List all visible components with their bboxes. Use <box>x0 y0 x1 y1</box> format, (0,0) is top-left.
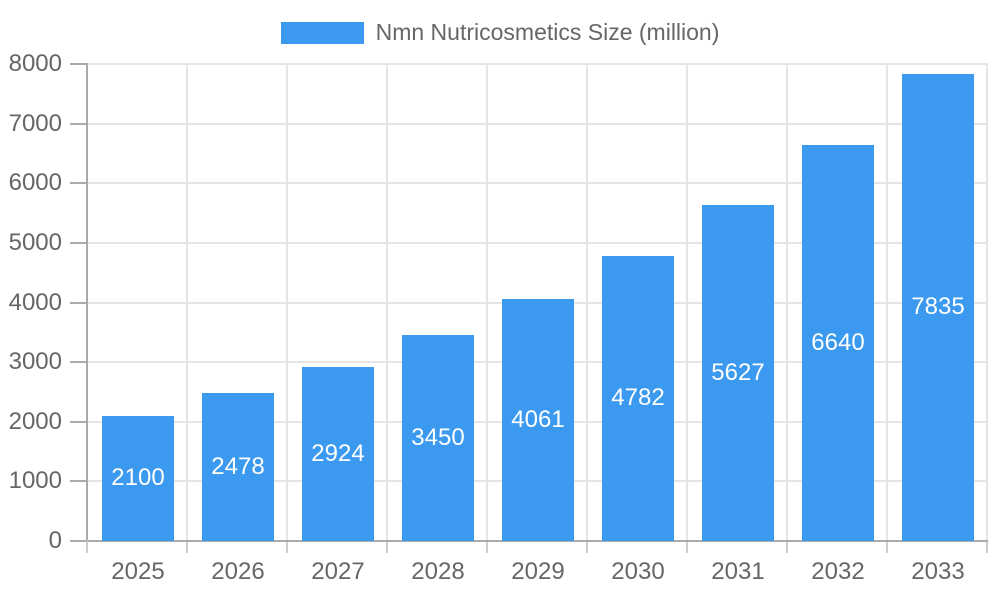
y-tick-label: 0 <box>48 527 62 554</box>
x-tick-label: 2032 <box>811 558 865 585</box>
bar-2030[interactable]: 4782 <box>602 255 674 541</box>
y-axis-tick <box>70 540 88 542</box>
x-axis-tick <box>686 541 688 553</box>
bar-value-label: 5627 <box>711 359 765 387</box>
x-tick-label: 2029 <box>511 558 565 585</box>
y-tick-label: 2000 <box>8 407 62 435</box>
y-axis-tick <box>70 241 88 244</box>
h-gridline <box>88 122 988 125</box>
y-tick-label: 8000 <box>8 50 62 77</box>
bar-2032[interactable]: 6640 <box>802 145 874 541</box>
y-tick-label: 3000 <box>8 348 62 376</box>
y-axis-tick <box>70 122 88 125</box>
bar-value-label: 4061 <box>511 405 565 433</box>
bar-2031[interactable]: 5627 <box>702 205 774 541</box>
x-axis-tick <box>86 541 88 553</box>
y-axis-tick <box>70 182 88 185</box>
x-axis-tick <box>986 541 988 553</box>
v-gridline <box>686 64 688 541</box>
v-gridline <box>286 64 288 541</box>
bar-value-label: 2478 <box>211 453 265 481</box>
h-gridline <box>88 182 988 185</box>
y-tick-label: 4000 <box>8 288 62 316</box>
x-tick-label: 2028 <box>411 558 465 585</box>
bar-2026[interactable]: 2478 <box>202 393 274 541</box>
x-axis-tick <box>186 541 188 553</box>
x-tick-label: 2027 <box>311 558 365 585</box>
bar-2025[interactable]: 2100 <box>102 415 174 541</box>
y-tick-label: 1000 <box>8 467 62 495</box>
y-axis-line <box>86 64 88 541</box>
x-axis-tick <box>286 541 288 553</box>
x-tick-label: 2026 <box>211 558 265 585</box>
x-axis-tick <box>786 541 788 553</box>
x-axis-tick <box>486 541 488 553</box>
x-tick-label: 2030 <box>611 558 665 585</box>
legend[interactable]: Nmn Nutricosmetics Size (million) <box>0 19 1000 46</box>
v-gridline <box>986 64 988 541</box>
legend-label: Nmn Nutricosmetics Size (million) <box>375 19 720 45</box>
bar-value-label: 3450 <box>411 424 465 452</box>
y-tick-label: 7000 <box>8 109 62 137</box>
bar-value-label: 4782 <box>611 384 665 412</box>
y-axis-tick <box>70 480 88 483</box>
x-axis-line <box>88 540 988 542</box>
y-axis-tick <box>70 301 88 304</box>
bar-value-label: 6640 <box>811 329 865 357</box>
bar-2028[interactable]: 3450 <box>402 335 474 541</box>
bar-2033[interactable]: 7835 <box>902 73 974 541</box>
h-gridline <box>88 241 988 244</box>
v-gridline <box>386 64 388 541</box>
h-gridline <box>88 63 988 65</box>
bar-2029[interactable]: 4061 <box>502 298 574 541</box>
y-axis-tick <box>70 361 88 364</box>
y-axis-tick <box>70 63 88 65</box>
bar-2027[interactable]: 2924 <box>302 366 374 541</box>
legend-swatch <box>280 21 364 44</box>
y-tick-label: 6000 <box>8 169 62 197</box>
bar-value-label: 7835 <box>911 293 965 321</box>
y-axis-tick <box>70 420 88 423</box>
v-gridline <box>186 64 188 541</box>
y-tick-label: 5000 <box>8 228 62 256</box>
v-gridline <box>786 64 788 541</box>
x-axis-tick <box>586 541 588 553</box>
bar-value-label: 2924 <box>311 439 365 467</box>
x-axis-tick <box>886 541 888 553</box>
bar-value-label: 2100 <box>111 464 165 492</box>
x-tick-label: 2033 <box>911 558 965 585</box>
v-gridline <box>586 64 588 541</box>
v-gridline <box>486 64 488 541</box>
x-tick-label: 2031 <box>711 558 765 585</box>
v-gridline <box>886 64 888 541</box>
x-axis-tick <box>386 541 388 553</box>
x-tick-label: 2025 <box>111 558 165 585</box>
